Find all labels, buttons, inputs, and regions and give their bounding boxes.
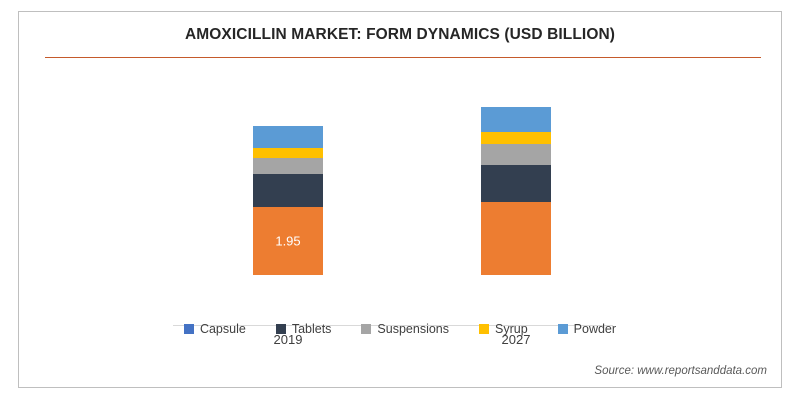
bar-segment-suspensions-2027[interactable]: [481, 144, 551, 165]
bar-segment-suspensions-2019[interactable]: [253, 158, 323, 174]
bar-segment-powder-2027[interactable]: [481, 107, 551, 132]
legend-label-tablets: Tablets: [291, 322, 332, 336]
legend-label-powder: Powder: [573, 322, 617, 336]
bar-group-2027: [481, 14, 551, 275]
legend-item-syrup[interactable]: Syrup: [479, 322, 528, 336]
bar-segment-powder-2019[interactable]: [253, 126, 323, 148]
legend-swatch-suspensions-icon: [361, 324, 372, 334]
legend-swatch-powder-icon: [557, 324, 568, 334]
source-note: Source: www.reportsanddata.com: [594, 365, 767, 377]
bar-segment-tablets-2019[interactable]: [253, 174, 323, 207]
title-divider: [45, 57, 761, 58]
chart-legend: Capsule Tablets Suspensions Syrup Powder: [19, 322, 781, 336]
stacked-bar-2019[interactable]: 1.95: [253, 126, 323, 275]
legend-item-capsule[interactable]: Capsule: [183, 322, 246, 336]
x-axis-tick-2019: 2019: [273, 332, 303, 347]
legend-label-syrup: Syrup: [495, 322, 528, 336]
legend-label-capsule: Capsule: [199, 322, 246, 336]
legend-swatch-capsule-icon: [183, 324, 194, 334]
legend-swatch-syrup-icon: [479, 324, 489, 334]
legend-item-powder[interactable]: Powder: [557, 322, 617, 336]
data-label-capsule-2019: 1.95: [275, 233, 301, 249]
bar-segment-syrup-2019[interactable]: [253, 148, 323, 158]
stacked-bar-2027[interactable]: [481, 107, 551, 275]
legend-item-tablets[interactable]: Tablets: [275, 322, 332, 336]
bar-segment-tablets-2027[interactable]: [481, 165, 551, 202]
x-axis-line: [173, 325, 613, 326]
bar-group-2019: 1.95: [253, 14, 323, 275]
x-axis-tick-2027: 2027: [501, 332, 531, 347]
chart-title: AMOXICILLIN MARKET: FORM DYNAMICS (USD B…: [184, 26, 616, 43]
legend-item-suspensions[interactable]: Suspensions: [361, 322, 449, 336]
bar-segment-capsule-2027[interactable]: [481, 202, 551, 275]
bar-segment-syrup-2027[interactable]: [481, 132, 551, 144]
bar-segment-capsule-2019[interactable]: 1.95: [253, 207, 323, 275]
plot-area: 1.95 2019 2027: [19, 64, 781, 347]
legend-label-suspensions: Suspensions: [377, 322, 449, 336]
chart-card: AMOXICILLIN MARKET: FORM DYNAMICS (USD B…: [18, 11, 782, 388]
legend-swatch-tablets-icon: [275, 324, 286, 334]
